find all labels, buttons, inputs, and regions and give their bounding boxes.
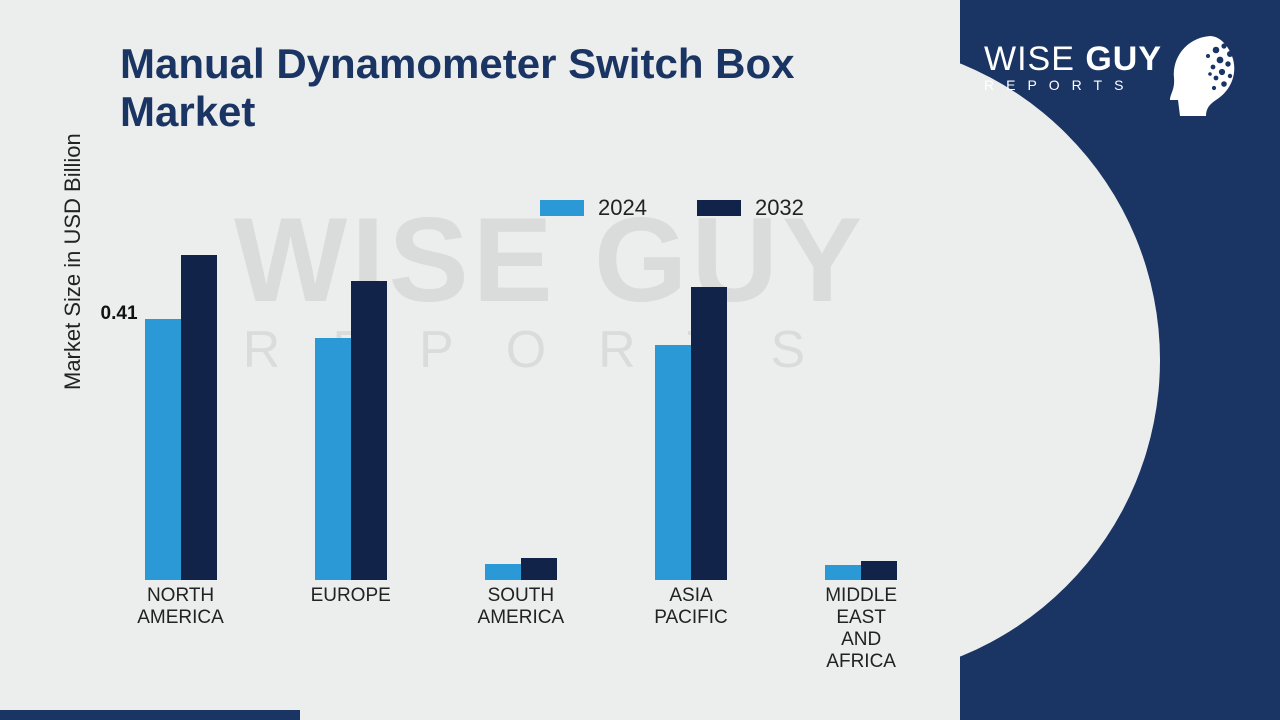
bar-mea-2024 <box>825 565 861 580</box>
y-axis-label: Market Size in USD Billion <box>60 133 86 390</box>
xlabel-eu: EUROPE <box>286 585 416 607</box>
bar-ap-2032 <box>691 287 727 580</box>
bar-sa-2032 <box>521 558 557 580</box>
legend-label-2024: 2024 <box>598 195 647 221</box>
bar-mea-2032 <box>861 561 897 580</box>
stage: WISE GUY REPORTS Manual Dynamometer Swit… <box>0 0 1280 720</box>
chart-title: Manual Dynamometer Switch Box Market <box>120 40 880 137</box>
legend-item-2032: 2032 <box>697 195 804 221</box>
logo-line1: WISE GUY <box>984 40 1162 79</box>
xlabel-sa: SOUTHAMERICA <box>456 585 586 629</box>
logo-line2: REPORTS <box>984 77 1162 93</box>
group-sa <box>456 558 586 580</box>
legend-label-2032: 2032 <box>755 195 804 221</box>
legend-item-2024: 2024 <box>540 195 647 221</box>
head-icon <box>1166 32 1244 120</box>
xlabel-mea: MIDDLEEASTANDAFRICA <box>796 585 926 672</box>
legend-swatch-2024 <box>540 200 584 216</box>
legend: 2024 2032 <box>540 195 804 221</box>
group-eu <box>286 281 416 580</box>
bar-ap-2024 <box>655 345 691 580</box>
xlabel-na: NORTHAMERICA <box>116 585 246 629</box>
legend-swatch-2032 <box>697 200 741 216</box>
group-na: 0.41 <box>116 255 246 580</box>
bar-eu-2024 <box>315 338 351 580</box>
logo-word-guy: GUY <box>1085 40 1162 78</box>
logo-word-wise: WISE <box>984 40 1075 78</box>
brand-logo: WISE GUY REPORTS <box>984 36 1244 126</box>
bar-na-2024 <box>145 319 181 580</box>
chart-plot-area: 0.41 <box>110 230 940 580</box>
xlabel-ap: ASIAPACIFIC <box>626 585 756 629</box>
group-mea <box>796 561 926 580</box>
bar-sa-2024 <box>485 564 521 580</box>
bar-na-2032 <box>181 255 217 580</box>
bottom-accent-strip <box>0 710 300 720</box>
plot: 0.41 <box>110 230 940 580</box>
value-label-na-2024: 0.41 <box>101 303 138 325</box>
bar-eu-2032 <box>351 281 387 580</box>
group-ap <box>626 287 756 580</box>
